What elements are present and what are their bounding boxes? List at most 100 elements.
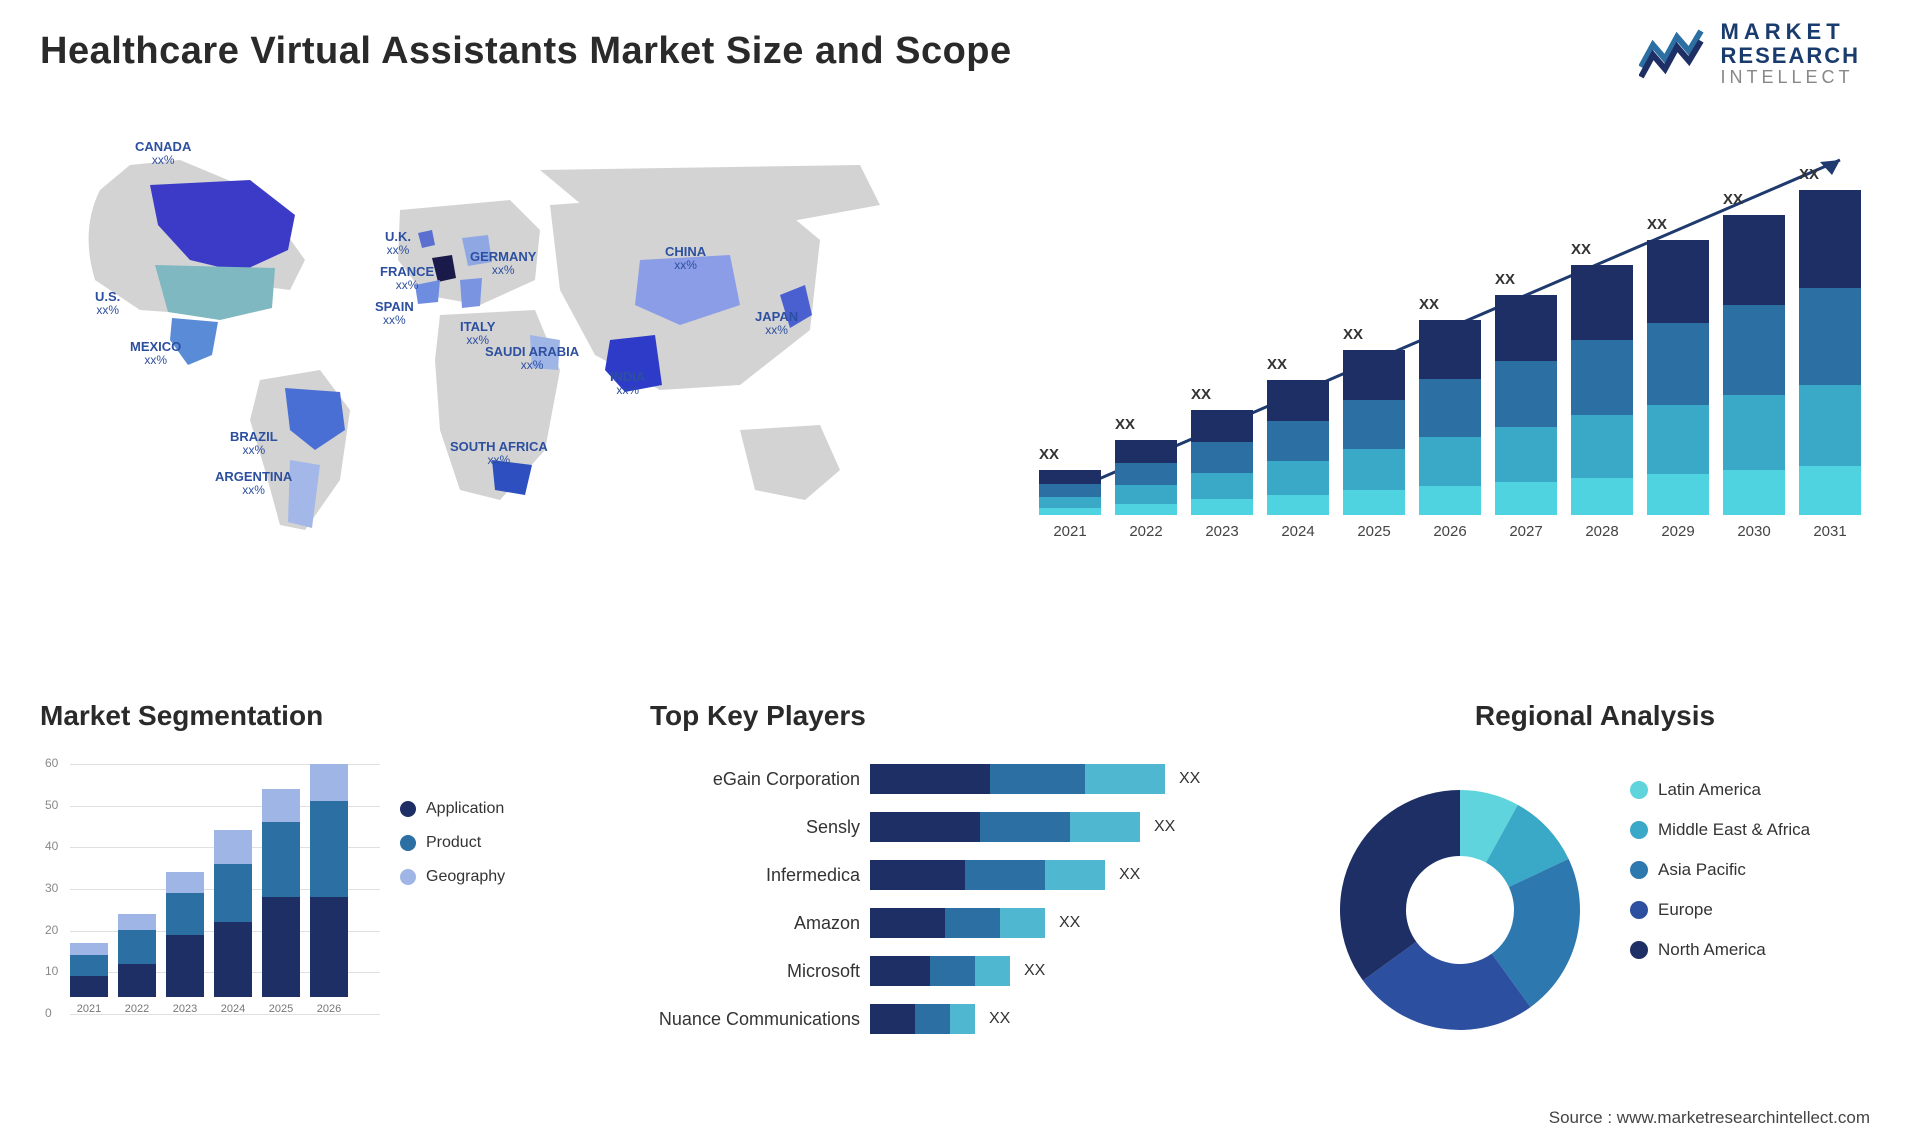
forecast-year-label: 2021 (1053, 523, 1086, 540)
logo-line1: MARKET (1721, 20, 1860, 44)
map-label: BRAZILxx% (230, 430, 278, 457)
top-key-players-section: Top Key Players eGain Corporation XX Sensl… (650, 700, 1270, 1060)
forecast-bar-label: XX (1419, 296, 1439, 313)
tkp-name: Microsoft (650, 961, 870, 982)
forecast-year-label: 2028 (1585, 523, 1618, 540)
world-map: CANADAxx% U.S.xx% MEXICOxx% BRAZILxx% ARGENT… (40, 130, 940, 550)
seg-bar: 2023 (166, 872, 204, 1015)
seg-bar: 2026 (310, 764, 348, 1015)
forecast-bar-label: XX (1191, 386, 1211, 403)
source-text: Source : www.marketresearchintellect.com (1549, 1108, 1870, 1128)
brand-logo: MARKET RESEARCH INTELLECT (1639, 20, 1860, 88)
forecast-bar-label: XX (1343, 326, 1363, 343)
segmentation-title: Market Segmentation (40, 700, 600, 732)
map-label: SPAINxx% (375, 300, 414, 327)
forecast-year-label: 2031 (1813, 523, 1846, 540)
map-label: MEXICOxx% (130, 340, 181, 367)
map-label: SOUTH AFRICAxx% (450, 440, 548, 467)
segmentation-legend: Application Product Geography (400, 800, 505, 902)
legend-item: Application (400, 800, 505, 818)
map-label: U.K.xx% (385, 230, 411, 257)
tkp-row: Microsoft XX (650, 952, 1270, 990)
tkp-name: Nuance Communications (650, 1009, 870, 1030)
forecast-bar: XX2022 (1115, 440, 1177, 540)
tkp-value: XX (1179, 770, 1200, 788)
forecast-bar-label: XX (1571, 241, 1591, 258)
forecast-bar: XX2029 (1647, 240, 1709, 540)
forecast-year-label: 2025 (1357, 523, 1390, 540)
page-title: Healthcare Virtual Assistants Market Siz… (40, 30, 1880, 73)
seg-y-tick: 40 (45, 839, 58, 853)
forecast-year-label: 2022 (1129, 523, 1162, 540)
forecast-bar: XX2023 (1191, 410, 1253, 540)
forecast-year-label: 2029 (1661, 523, 1694, 540)
forecast-year-label: 2026 (1433, 523, 1466, 540)
forecast-bar: XX2026 (1419, 320, 1481, 540)
seg-year-label: 2023 (173, 1003, 197, 1015)
forecast-bar-label: XX (1267, 356, 1287, 373)
tkp-value: XX (1059, 914, 1080, 932)
legend-item: Middle East & Africa (1630, 820, 1810, 840)
seg-y-tick: 10 (45, 964, 58, 978)
tkp-title: Top Key Players (650, 700, 1270, 732)
tkp-name: eGain Corporation (650, 769, 870, 790)
legend-item: Geography (400, 868, 505, 886)
forecast-bar-label: XX (1115, 416, 1135, 433)
seg-year-label: 2022 (125, 1003, 149, 1015)
seg-bar: 2021 (70, 943, 108, 1015)
legend-item: Europe (1630, 900, 1810, 920)
tkp-row: AmazonXX (650, 904, 1270, 942)
seg-year-label: 2026 (317, 1003, 341, 1015)
forecast-bar-label: XX (1799, 166, 1819, 183)
logo-line3: INTELLECT (1721, 68, 1860, 88)
map-label: INDIAxx% (610, 370, 645, 397)
seg-year-label: 2025 (269, 1003, 293, 1015)
segmentation-section: Market Segmentation 2021 2022 2023 2024 2025… (40, 700, 600, 1060)
forecast-bar: XX2028 (1571, 265, 1633, 540)
tkp-row: eGain Corporation XX (650, 760, 1270, 798)
forecast-year-label: 2024 (1281, 523, 1314, 540)
forecast-bar-label: XX (1647, 216, 1667, 233)
forecast-year-label: 2030 (1737, 523, 1770, 540)
map-label: CANADAxx% (135, 140, 191, 167)
forecast-bar-label: XX (1039, 446, 1059, 463)
legend-item: Latin America (1630, 780, 1810, 800)
forecast-bar: XX2024 (1267, 380, 1329, 540)
map-label: GERMANYxx% (470, 250, 536, 277)
forecast-year-label: 2027 (1509, 523, 1542, 540)
seg-y-tick: 50 (45, 798, 58, 812)
seg-year-label: 2021 (77, 1003, 101, 1015)
forecast-bar-label: XX (1723, 191, 1743, 208)
tkp-row: SenslyXX (650, 808, 1270, 846)
legend-item: Asia Pacific (1630, 860, 1810, 880)
legend-item: North America (1630, 940, 1810, 960)
legend-item: Product (400, 834, 505, 852)
seg-y-tick: 20 (45, 923, 58, 937)
seg-y-tick: 0 (45, 1006, 52, 1020)
tkp-name: Sensly (650, 817, 870, 838)
seg-bar: 2025 (262, 789, 300, 1015)
map-label: SAUDI ARABIAxx% (485, 345, 579, 372)
seg-y-tick: 30 (45, 881, 58, 895)
logo-line2: RESEARCH (1721, 44, 1860, 68)
regional-legend: Latin America Middle East & Africa Asia Pa… (1630, 780, 1810, 980)
regional-section: Regional Analysis Latin AmericaMiddle Ea… (1320, 700, 1870, 1060)
tkp-row: InfermedicaXX (650, 856, 1270, 894)
tkp-value: XX (989, 1010, 1010, 1028)
donut-slice (1340, 790, 1460, 981)
map-label: CHINAxx% (665, 245, 706, 272)
seg-bar: 2022 (118, 914, 156, 1015)
map-label: U.S.xx% (95, 290, 120, 317)
forecast-chart: XX2021XX2022XX2023XX2024XX2025XX2026XX20… (1020, 140, 1880, 570)
map-label: FRANCExx% (380, 265, 434, 292)
tkp-name: Infermedica (650, 865, 870, 886)
map-label: ARGENTINAxx% (215, 470, 292, 497)
segmentation-chart: 202120222023202420252026 0102030405060 (40, 760, 380, 1040)
tkp-value: XX (1024, 962, 1045, 980)
seg-year-label: 2024 (221, 1003, 245, 1015)
map-label: JAPANxx% (755, 310, 798, 337)
forecast-year-label: 2023 (1205, 523, 1238, 540)
seg-y-tick: 60 (45, 756, 58, 770)
forecast-bar: XX2031 (1799, 190, 1861, 540)
seg-bar: 2024 (214, 830, 252, 1015)
